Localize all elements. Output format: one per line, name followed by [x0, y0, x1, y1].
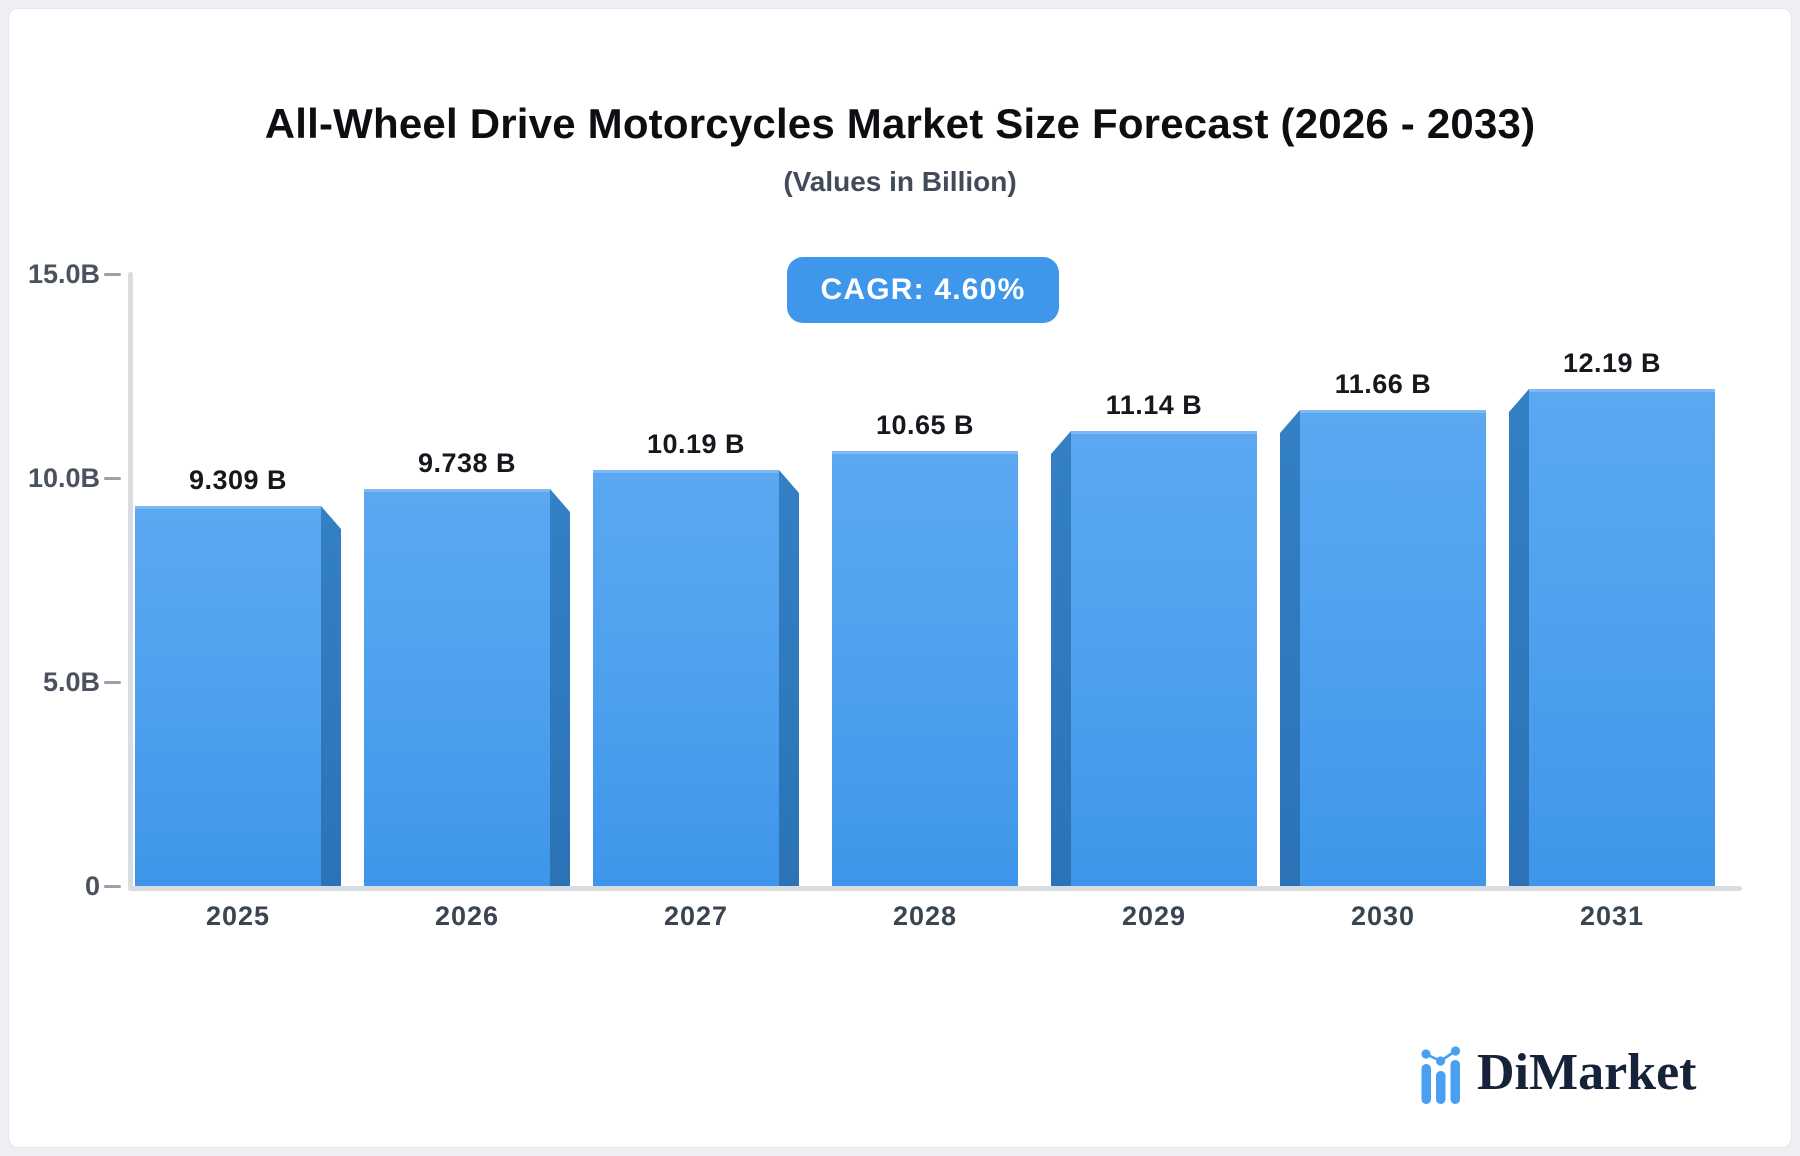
- bar-face: [832, 451, 1018, 886]
- x-tick-label: 2031: [1579, 901, 1645, 931]
- y-tick-dash: [104, 884, 121, 888]
- y-tick-label: 15.0B: [27, 259, 100, 289]
- bar-value-label: 10.19 B: [646, 429, 746, 459]
- bar-face: [1071, 431, 1257, 886]
- bar-2029: [1051, 431, 1257, 886]
- bar-value-label: 9.738 B: [417, 448, 517, 478]
- x-tick-label: 2029: [1121, 901, 1187, 931]
- bar-face: [1529, 389, 1715, 886]
- bar-2031: [1509, 389, 1715, 886]
- x-tick-label: 2028: [892, 901, 958, 931]
- x-axis-line: [128, 886, 1742, 891]
- bar-face: [135, 506, 321, 886]
- y-tick-dash: [104, 476, 121, 480]
- x-tick-label: 2026: [434, 901, 500, 931]
- x-tick-label: 2030: [1350, 901, 1416, 931]
- y-tick-label: 5.0B: [42, 667, 100, 697]
- bar-value-label: 11.66 B: [1334, 369, 1432, 399]
- chart-subtitle: (Values in Billion): [783, 166, 1017, 197]
- bar-face: [364, 489, 550, 886]
- bar-2030: [1280, 410, 1486, 886]
- bar-value-label: 11.14 B: [1105, 390, 1203, 420]
- bar-2028: [832, 451, 1018, 886]
- cagr-badge-label: CAGR: 4.60%: [820, 273, 1026, 306]
- bar-value-label: 12.19 B: [1562, 348, 1662, 378]
- y-tick-dash: [104, 272, 121, 276]
- brand-logo: DiMarket: [1420, 1042, 1696, 1108]
- x-tick-label: 2025: [205, 901, 271, 931]
- x-tick-label: 2027: [663, 901, 729, 931]
- bar-2025: [135, 506, 341, 886]
- bar-side-face: [779, 470, 799, 886]
- bar-face: [1300, 410, 1486, 886]
- y-axis-line: [128, 272, 133, 888]
- bar-side-face: [550, 489, 570, 886]
- bar-side-face: [1509, 389, 1529, 886]
- bar-side-face: [1051, 431, 1071, 886]
- y-tick-label: 0: [84, 871, 100, 901]
- y-tick-label: 10.0B: [27, 463, 100, 493]
- bar-side-face: [1280, 410, 1300, 886]
- bar-chart-sparkline-icon: [1421, 1046, 1461, 1104]
- cagr-badge: CAGR: 4.60%: [787, 257, 1059, 323]
- bar-face: [593, 470, 779, 886]
- chart-title: All-Wheel Drive Motorcycles Market Size …: [264, 100, 1536, 147]
- bar-2027: [593, 470, 799, 886]
- bar-2026: [364, 489, 570, 886]
- y-tick-dash: [104, 680, 121, 684]
- bar-value-label: 10.65 B: [875, 410, 975, 440]
- brand-wordmark: DiMarket: [1477, 1044, 1697, 1101]
- bar-side-face: [321, 506, 341, 886]
- bar-value-label: 9.309 B: [188, 465, 288, 495]
